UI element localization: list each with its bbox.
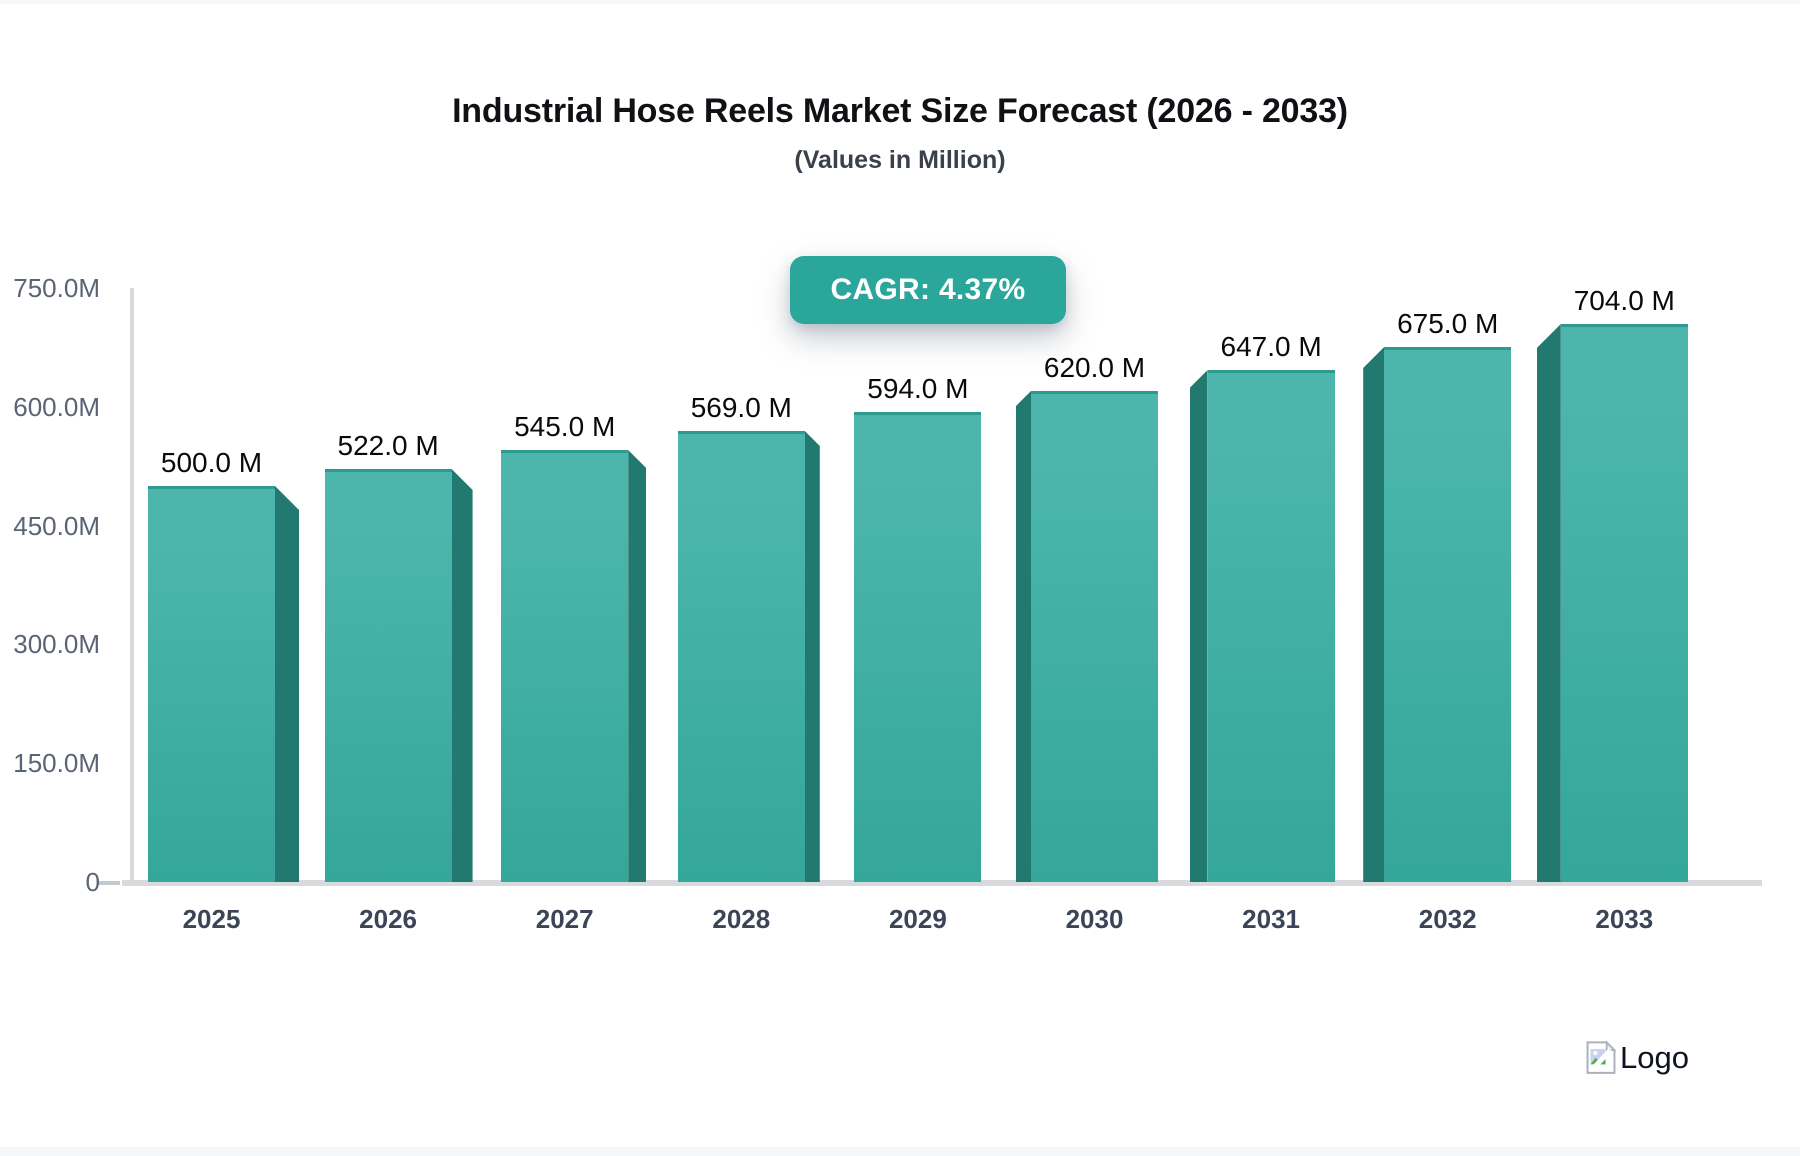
- bar-2032: [1384, 347, 1512, 882]
- bar-3d-side: [1016, 391, 1031, 882]
- bar-value-label: 647.0 M: [1220, 331, 1322, 362]
- bar-3d-side: [451, 469, 473, 882]
- bar-value-label: 545.0 M: [514, 411, 616, 442]
- bar-value-label: 594.0 M: [867, 373, 969, 404]
- x-axis-label: 2025: [182, 904, 241, 934]
- bar-2026: [324, 469, 452, 882]
- x-axis-label: 2029: [888, 904, 947, 934]
- bar-3d-side: [1363, 347, 1385, 882]
- logo: Logo: [1584, 1040, 1689, 1076]
- bar-2025: [148, 486, 275, 882]
- bar-value-label: 522.0 M: [337, 430, 439, 461]
- y-axis-line: [130, 288, 134, 882]
- bar-3d-side: [275, 486, 299, 882]
- bar-2030: [1031, 391, 1158, 882]
- cagr-badge-label: CAGR: 4.37%: [830, 273, 1026, 306]
- x-axis-label: 2027: [535, 904, 594, 934]
- x-axis-label: 2033: [1595, 904, 1654, 934]
- cagr-badge: CAGR: 4.37%: [790, 256, 1066, 324]
- bar-value-label: 620.0 M: [1043, 352, 1146, 383]
- x-axis-label: 2032: [1418, 904, 1477, 934]
- bar-value-label: 704.0 M: [1573, 285, 1675, 316]
- page-bottom-edge: [0, 1147, 1800, 1156]
- chart-subtitle: (Values in Million): [794, 146, 1006, 174]
- ytick-label: 600.0M: [13, 391, 100, 422]
- zero-tick-mark: [98, 881, 120, 885]
- bar-2031: [1207, 370, 1335, 882]
- ytick-label: 300.0M: [13, 629, 100, 660]
- x-axis-line: [122, 880, 1762, 886]
- bar-value-label: 500.0 M: [160, 447, 263, 478]
- bar-2028: [677, 431, 805, 882]
- bar-2029: [854, 412, 982, 882]
- ytick-label: 150.0M: [13, 748, 100, 779]
- broken-image-icon: [1586, 1040, 1617, 1074]
- x-axis-label: 2028: [712, 904, 771, 934]
- x-axis-label: 2030: [1065, 904, 1124, 934]
- bar-3d-side: [1536, 324, 1561, 882]
- chart-title: Industrial Hose Reels Market Size Foreca…: [452, 92, 1348, 130]
- logo-alt-text: Logo: [1620, 1040, 1689, 1075]
- ytick-label: 0: [85, 867, 100, 897]
- x-axis-label: 2026: [359, 904, 418, 934]
- bar-value-label: 675.0 M: [1397, 308, 1499, 339]
- ytick-label: 750.0M: [13, 273, 100, 303]
- bar-3d-side: [804, 431, 820, 882]
- bar-value-label: 569.0 M: [690, 392, 792, 423]
- bar-2033: [1560, 324, 1688, 882]
- bar-2027: [501, 450, 629, 882]
- ytick-label: 450.0M: [13, 510, 100, 541]
- bar-3d-side: [628, 450, 647, 882]
- x-axis-label: 2031: [1242, 904, 1301, 934]
- bar-3d-side: [1189, 370, 1208, 882]
- page-top-edge: [0, 0, 1800, 4]
